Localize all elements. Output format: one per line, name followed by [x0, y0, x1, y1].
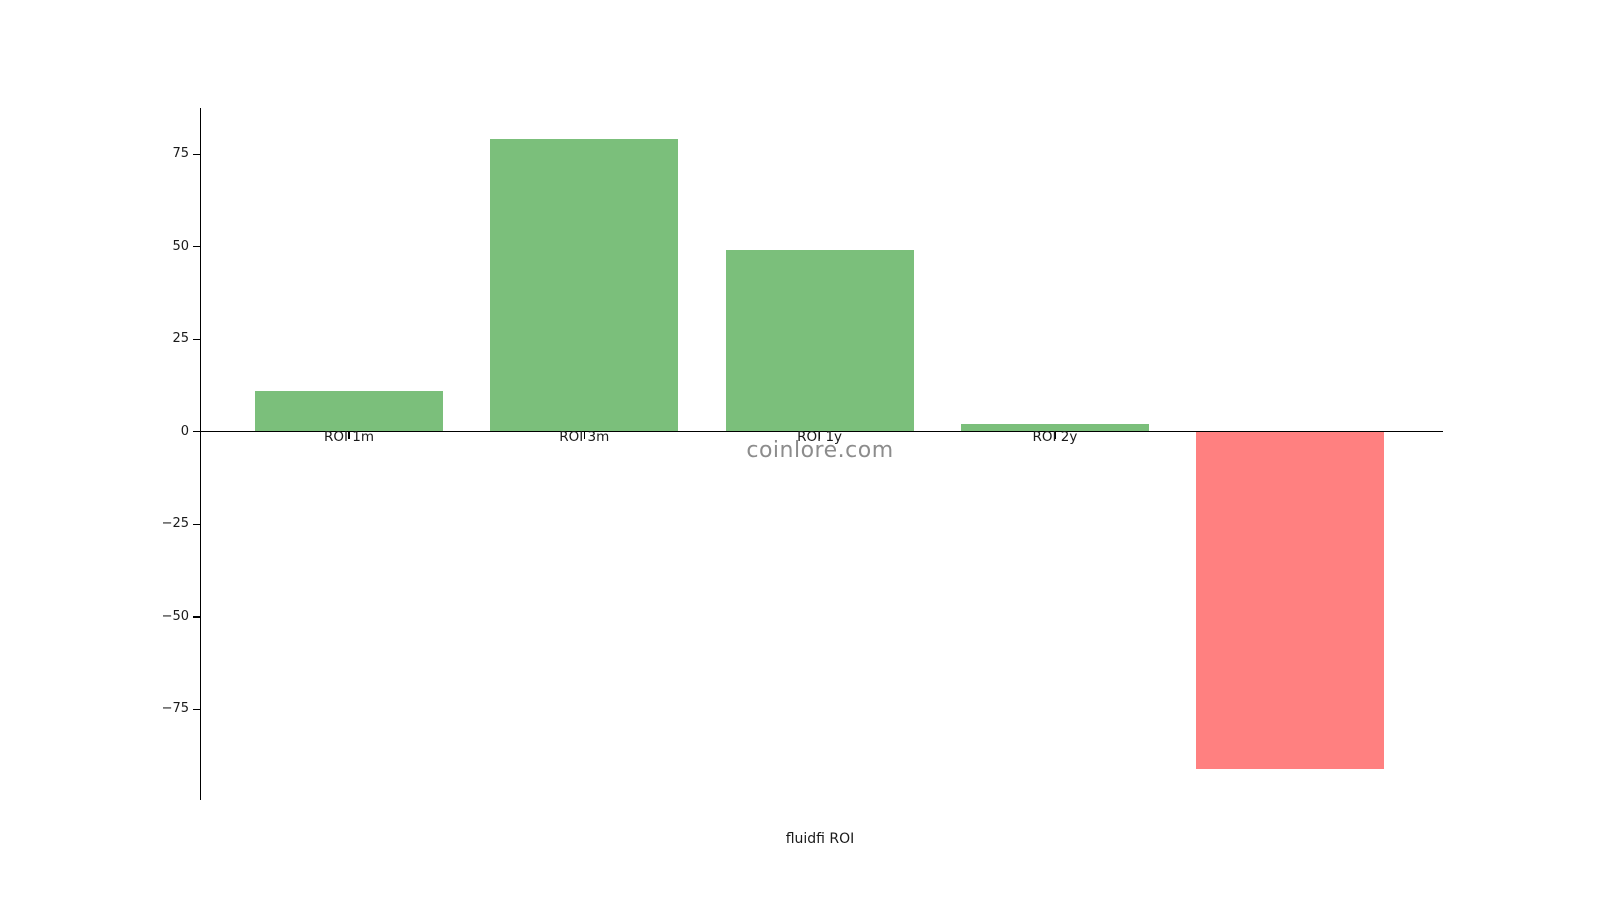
bar-roi-3m — [490, 139, 679, 432]
y-tick-mark — [193, 616, 200, 618]
y-tick-mark — [193, 338, 200, 340]
y-axis-spine — [200, 108, 202, 800]
x-tick-label: ROI 3m — [559, 428, 610, 445]
y-tick-mark — [193, 708, 200, 711]
y-tick-mark — [193, 153, 200, 155]
y-tick-label: −50 — [161, 608, 189, 624]
x-tick-label: ROI 1m — [323, 428, 375, 445]
x-tick-label: ROI 2y — [1032, 428, 1078, 445]
y-tick-label: 50 — [172, 238, 189, 254]
y-tick-mark — [193, 246, 200, 248]
y-tick-label: −75 — [161, 701, 189, 717]
y-tick-label: 75 — [172, 146, 189, 162]
x-tick-mark — [1054, 431, 1056, 439]
y-tick-label: −25 — [161, 516, 189, 532]
y-tick-label: 0 — [180, 423, 189, 439]
chart-title: fluidfi ROI — [785, 831, 855, 847]
bar-roi-1m — [255, 391, 443, 432]
y-tick-label: 25 — [172, 331, 189, 347]
y-tick-mark — [193, 431, 200, 433]
bar-5 — [1196, 432, 1385, 770]
x-tick-label: ROI 1y — [797, 428, 843, 445]
x-axis-line — [200, 431, 1443, 433]
x-tick-mark — [348, 431, 350, 439]
y-tick-mark — [193, 523, 200, 525]
watermark: coinlore.com — [746, 438, 894, 463]
bar-roi-1y — [725, 250, 914, 432]
x-tick-mark — [818, 431, 821, 439]
bar-roi-2y — [960, 424, 1149, 432]
x-tick-mark — [583, 431, 585, 439]
